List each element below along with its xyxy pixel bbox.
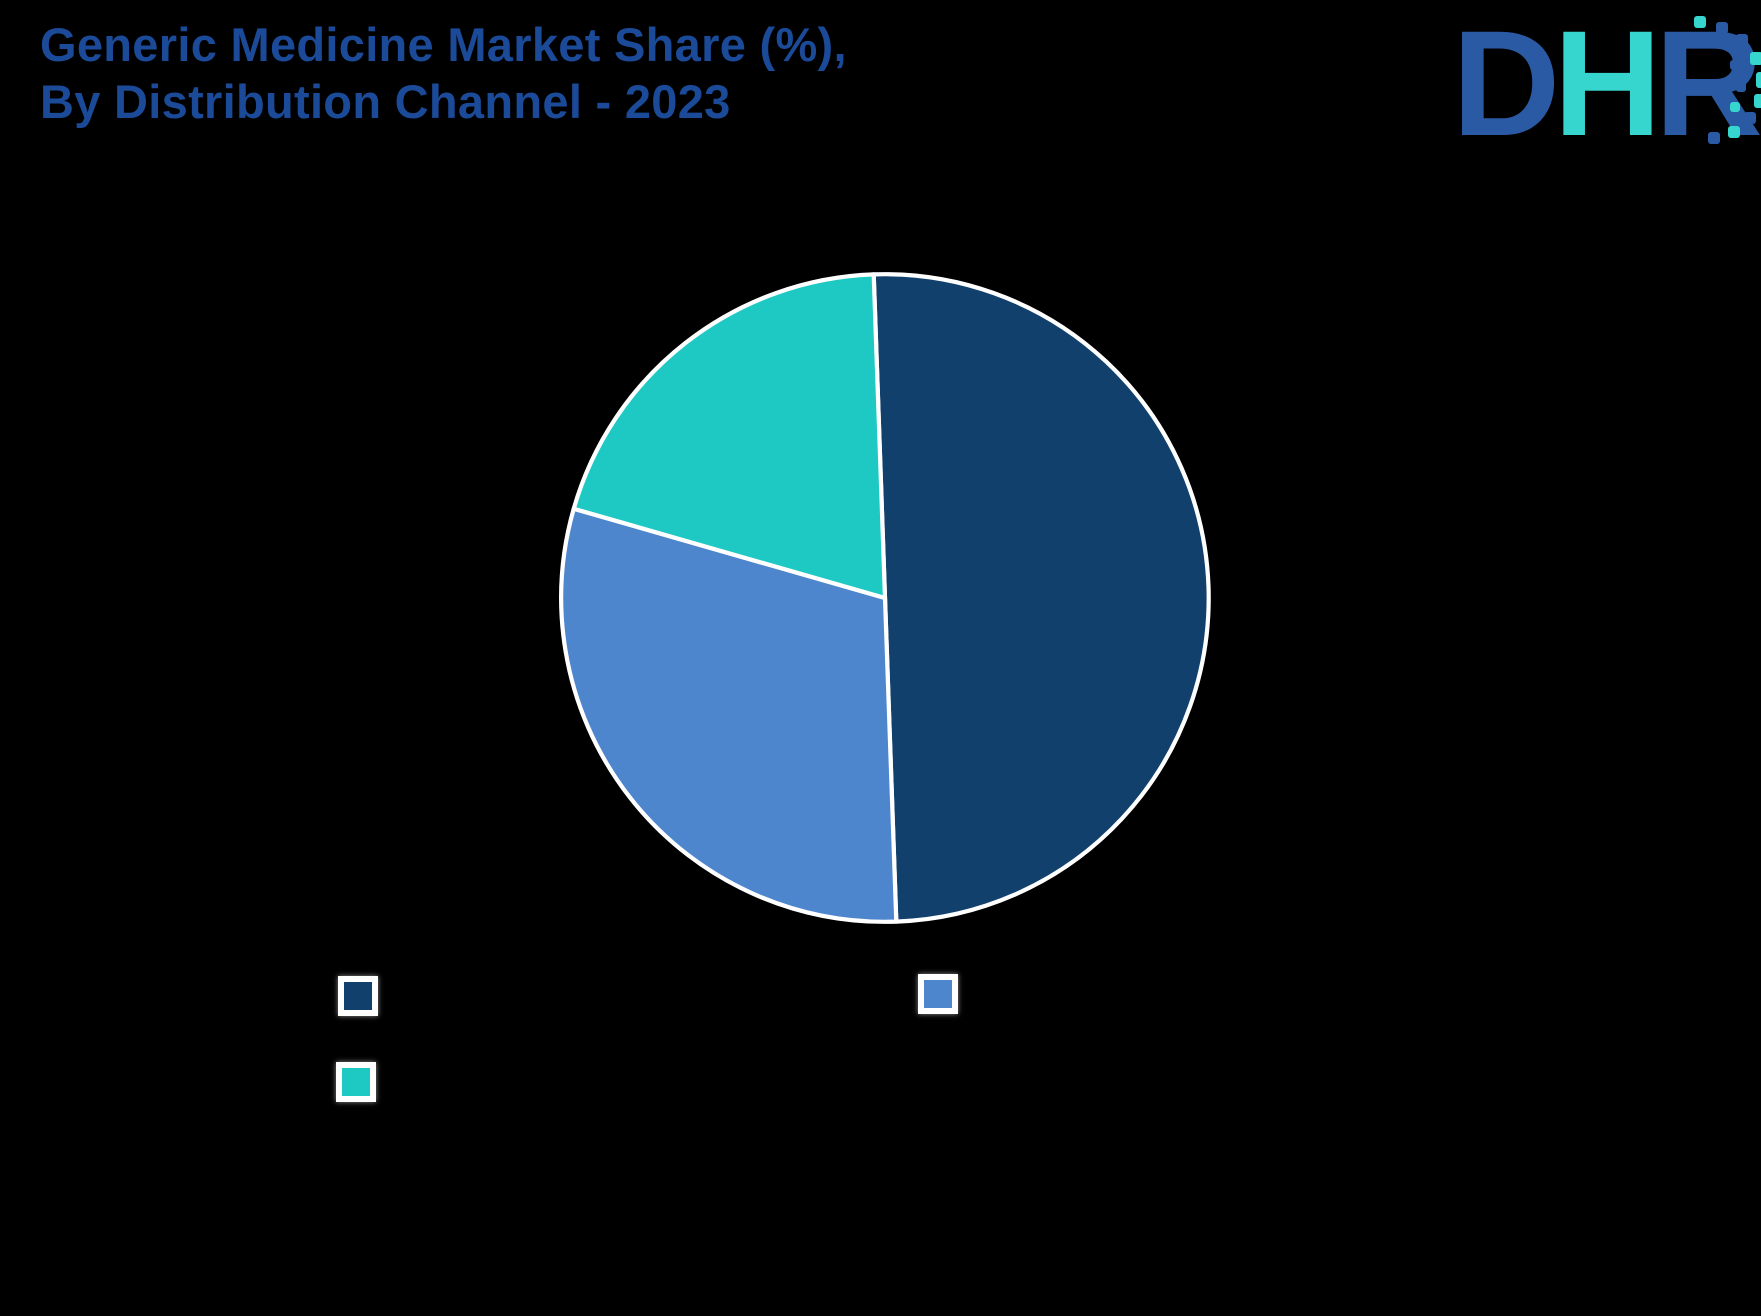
logo-dot <box>1744 112 1756 124</box>
logo-dot <box>1730 102 1740 112</box>
logo-dot <box>1728 126 1740 138</box>
logo-letter-d: D <box>1452 0 1560 167</box>
legend-item <box>336 1062 402 1102</box>
logo-dot <box>1750 52 1761 65</box>
logo-dot <box>1756 72 1761 88</box>
logo-dot <box>1736 82 1746 92</box>
legend-item <box>918 974 984 1014</box>
logo-letter-h: H <box>1553 0 1661 167</box>
pie-chart <box>559 272 1211 924</box>
logo-dot <box>1754 94 1761 108</box>
logo-dots-decoration <box>1694 16 1761 144</box>
logo-dot <box>1730 60 1740 70</box>
pie-slice <box>871 272 1211 924</box>
chart-title-line2: By Distribution Channel - 2023 <box>40 75 731 128</box>
legend-swatch-online-pharmacy <box>336 1062 376 1102</box>
logo-dot <box>1716 22 1728 34</box>
legend-swatch-retail-pharmacy <box>918 974 958 1014</box>
legend-item <box>338 976 404 1016</box>
pie-slice <box>559 506 899 924</box>
logo-dot <box>1694 16 1706 28</box>
chart-title: Generic Medicine Market Share (%), By Di… <box>40 16 847 130</box>
logo-dot <box>1736 34 1748 46</box>
legend-swatch-hospital-pharmacy <box>338 976 378 1016</box>
logo-dot <box>1708 132 1720 144</box>
chart-title-line1: Generic Medicine Market Share (%), <box>40 18 847 71</box>
pie-slice <box>571 272 888 601</box>
